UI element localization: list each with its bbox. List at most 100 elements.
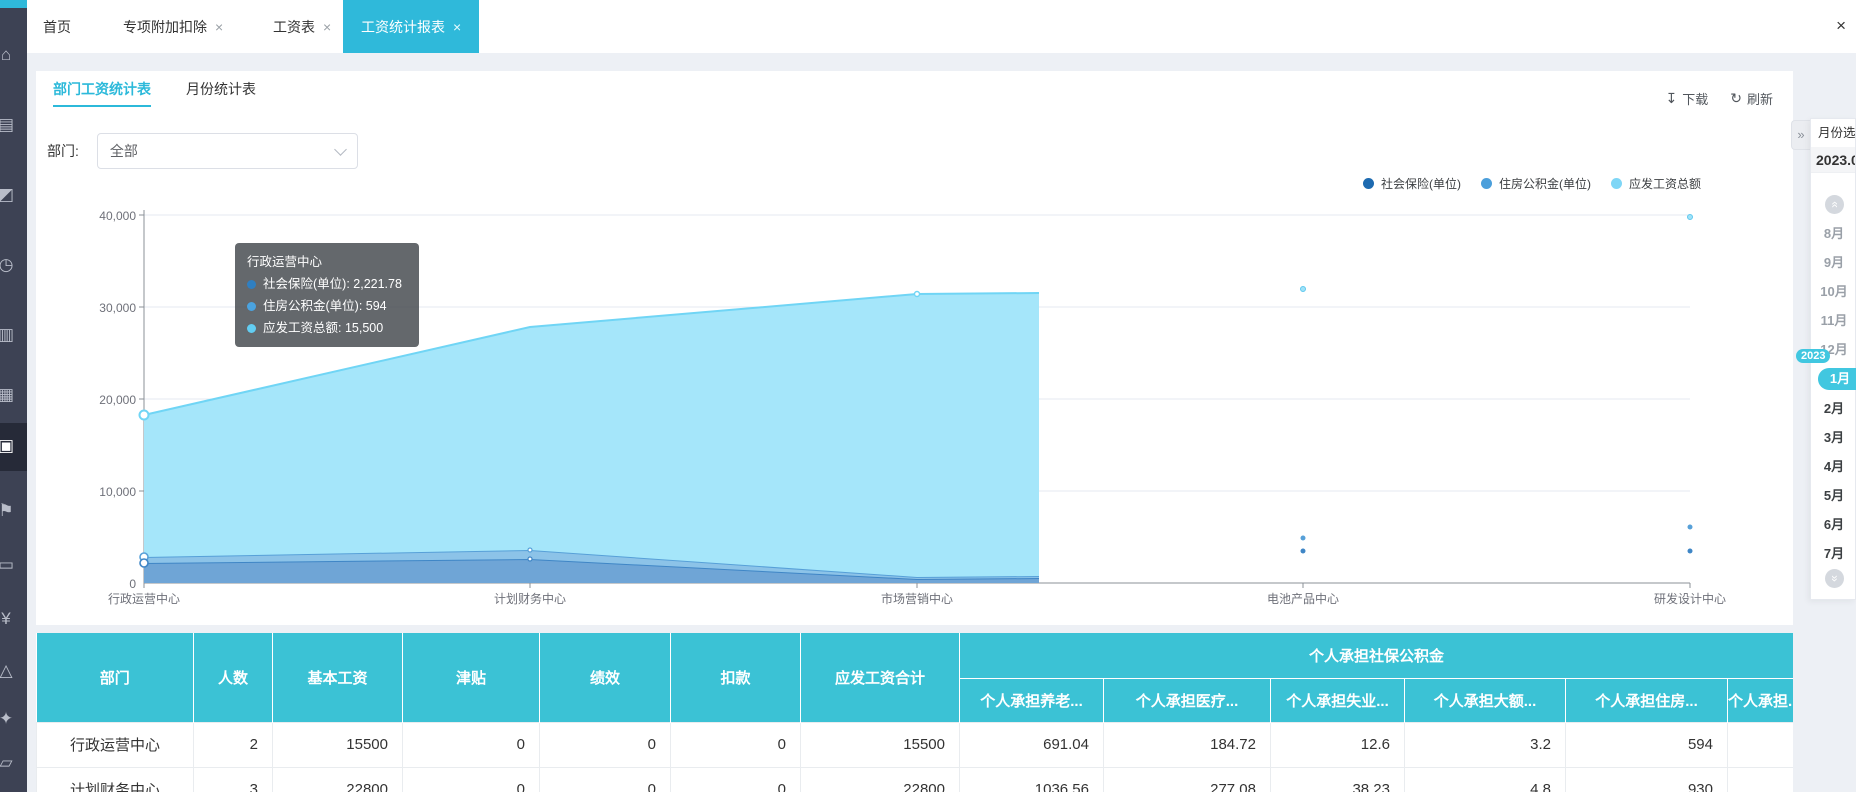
report-icon[interactable]: ▦ xyxy=(0,385,15,404)
subtab-label: 月份统计表 xyxy=(186,81,256,97)
legend-label: 社会保险(单位) xyxy=(1380,177,1461,191)
month-item-selected[interactable]: 1月 xyxy=(1818,368,1856,390)
svg-text:行政运营中心: 行政运营中心 xyxy=(108,591,180,606)
tooltip-text: 应发工资总额: 15,500 xyxy=(263,321,384,335)
current-period: 2023.01 xyxy=(1811,147,1855,173)
col-housing-fund: 个人承担住房... xyxy=(1565,678,1728,722)
area-series xyxy=(143,292,1040,583)
panel-collapse-button[interactable]: » xyxy=(1791,120,1810,150)
sidebar-item-salary-active[interactable]: ▣ xyxy=(0,423,27,471)
col-deduction: 扣款 xyxy=(670,633,801,722)
sidebar-top-accent xyxy=(0,0,27,8)
refresh-icon: ↻ xyxy=(1730,90,1742,106)
month-item[interactable]: 7月 xyxy=(1823,546,1845,561)
scroll-up-button[interactable]: » xyxy=(1825,195,1844,214)
col-gross-total: 应发工资合计 xyxy=(800,633,960,722)
chart-legend: 社会保险(单位) 住房公积金(单位) 应发工资总额 xyxy=(1362,175,1701,192)
tag-icon[interactable]: ⚑ xyxy=(0,501,14,520)
tab-salary-report-active[interactable]: 工资统计报表 × xyxy=(343,0,480,53)
tab-close-icon[interactable]: × xyxy=(215,18,224,35)
month-item[interactable]: 2月 xyxy=(1823,401,1845,416)
salary-table: 部门 人数 基本工资 津贴 绩效 扣款 应发工资合计 个人承担社保公积金 个人承… xyxy=(36,633,1793,792)
svg-text:计划财务中心: 计划财务中心 xyxy=(494,591,566,606)
legend-item-yingfa[interactable]: 应发工资总额 xyxy=(1610,175,1701,192)
col-pension: 个人承担养老... xyxy=(959,678,1104,722)
tooltip-line: 社会保险(单位): 2,221.78 xyxy=(247,273,407,295)
col-clipped: 个人承担... xyxy=(1727,678,1793,722)
month-item[interactable]: 4月 xyxy=(1823,459,1845,474)
double-chevron-down-icon: » xyxy=(1828,575,1842,582)
department-select[interactable]: 全部 xyxy=(96,133,358,169)
stacked-area-chart[interactable]: 40,000 30,000 20,000 10,000 0 行政运营中心 计划财… xyxy=(36,71,1793,625)
clock-icon[interactable]: ◷ xyxy=(0,255,14,274)
cell-department: 行政运营中心 xyxy=(36,721,194,768)
legend-item-shebao[interactable]: 社会保险(单位) xyxy=(1362,175,1461,192)
month-item[interactable]: 5月 xyxy=(1823,488,1845,503)
tab-month-statistics[interactable]: 月份统计表 xyxy=(186,73,256,107)
ledger-icon[interactable]: ▥ xyxy=(0,325,15,344)
table-row[interactable]: 计划财务中心 3 22800 0 0 0 22800 1036.56 277.0… xyxy=(36,766,1793,792)
month-panel-title: 月份选择 xyxy=(1818,126,1855,140)
month-item[interactable]: 8月 xyxy=(1823,226,1845,241)
invoice-icon[interactable]: ▤ xyxy=(0,115,15,134)
department-filter-row: 部门: 全部 xyxy=(47,133,358,169)
col-medical: 个人承担医疗... xyxy=(1103,678,1271,722)
tooltip-text: 住房公积金(单位): 594 xyxy=(263,299,387,313)
document-icon[interactable]: ▱ xyxy=(0,753,13,772)
scroll-down-button[interactable]: » xyxy=(1825,569,1844,588)
download-button[interactable]: ↧ 下载 xyxy=(1666,89,1709,108)
legend-item-gongjijin[interactable]: 住房公积金(单位) xyxy=(1480,175,1591,192)
download-icon: ↧ xyxy=(1665,90,1678,106)
legend-dot xyxy=(1480,178,1492,189)
voucher-icon[interactable]: ◩ xyxy=(0,185,15,204)
department-select-value: 全部 xyxy=(109,143,138,159)
tab-home-label: 首页 xyxy=(43,18,71,35)
month-item[interactable]: 9月 xyxy=(1823,255,1845,270)
tooltip-title: 行政运营中心 xyxy=(247,255,323,269)
left-sidebar: ⌂ ▤ ◩ ◷ ▥ ▦ ▣ ⚑ ▭ ¥ △ ✦ ▱ xyxy=(0,0,27,792)
svg-text:市场营销中心: 市场营销中心 xyxy=(881,591,953,606)
cell-department: 计划财务中心 xyxy=(36,766,194,792)
tab-special-deduction[interactable]: 专项附加扣除 × xyxy=(123,0,223,53)
legend-label: 应发工资总额 xyxy=(1628,177,1701,191)
tooltip-dot xyxy=(247,323,256,333)
month-item[interactable]: 10月 xyxy=(1820,284,1848,299)
tab-label: 工资表 xyxy=(273,18,315,35)
tooltip-line: 应发工资总额: 15,500 xyxy=(247,317,407,339)
svg-text:30,000: 30,000 xyxy=(99,301,136,315)
refresh-button[interactable]: ↻ 刷新 xyxy=(1730,89,1773,108)
table-row[interactable]: 行政运营中心 2 15500 0 0 0 15500 691.04 184.72… xyxy=(36,721,1793,768)
col-supplementary: 个人承担大额... xyxy=(1404,678,1566,722)
money-icon[interactable]: ¥ xyxy=(1,609,11,628)
settings-icon[interactable]: ✦ xyxy=(0,709,14,728)
month-item[interactable]: 11月 xyxy=(1820,313,1848,328)
col-group-personal-contrib: 个人承担社保公积金 xyxy=(959,633,1793,679)
legend-dot xyxy=(1362,178,1374,189)
tab-salary-sheet[interactable]: 工资表 × xyxy=(273,0,331,53)
tab-department-salary[interactable]: 部门工资统计表 xyxy=(53,73,151,107)
legend-dot xyxy=(1610,178,1622,189)
card-icon[interactable]: ▭ xyxy=(0,555,15,574)
month-item[interactable]: 6月 xyxy=(1823,517,1845,532)
svg-text:电池产品中心: 电池产品中心 xyxy=(1267,591,1339,606)
alert-icon[interactable]: △ xyxy=(0,661,13,680)
department-filter-label: 部门: xyxy=(47,143,79,159)
legend-label: 住房公积金(单位) xyxy=(1498,177,1591,191)
tab-close-icon[interactable]: × xyxy=(453,18,462,35)
close-icon[interactable]: × xyxy=(1836,16,1846,35)
tooltip-text: 社会保险(单位): 2,221.78 xyxy=(263,277,402,291)
tab-close-icon[interactable]: × xyxy=(323,18,332,35)
month-selector-panel: 月份选择 2023.01 » 8月 9月 10月 11月 12月 2023 1月… xyxy=(1796,118,1856,600)
tab-home[interactable]: 首页 xyxy=(43,0,71,53)
col-base-salary: 基本工资 xyxy=(272,633,403,722)
y-axis-labels: 40,000 30,000 20,000 10,000 0 xyxy=(99,209,136,591)
tab-label: 专项附加扣除 xyxy=(123,18,207,35)
col-unemployment: 个人承担失业... xyxy=(1270,678,1405,722)
svg-text:10,000: 10,000 xyxy=(99,485,136,499)
month-item[interactable]: 3月 xyxy=(1823,430,1845,445)
tooltip-dot xyxy=(247,301,256,311)
salary-icon: ▣ xyxy=(0,436,15,455)
home-icon[interactable]: ⌂ xyxy=(0,45,12,64)
year-badge: 2023 xyxy=(1796,349,1831,363)
data-point-markers xyxy=(138,214,1693,568)
